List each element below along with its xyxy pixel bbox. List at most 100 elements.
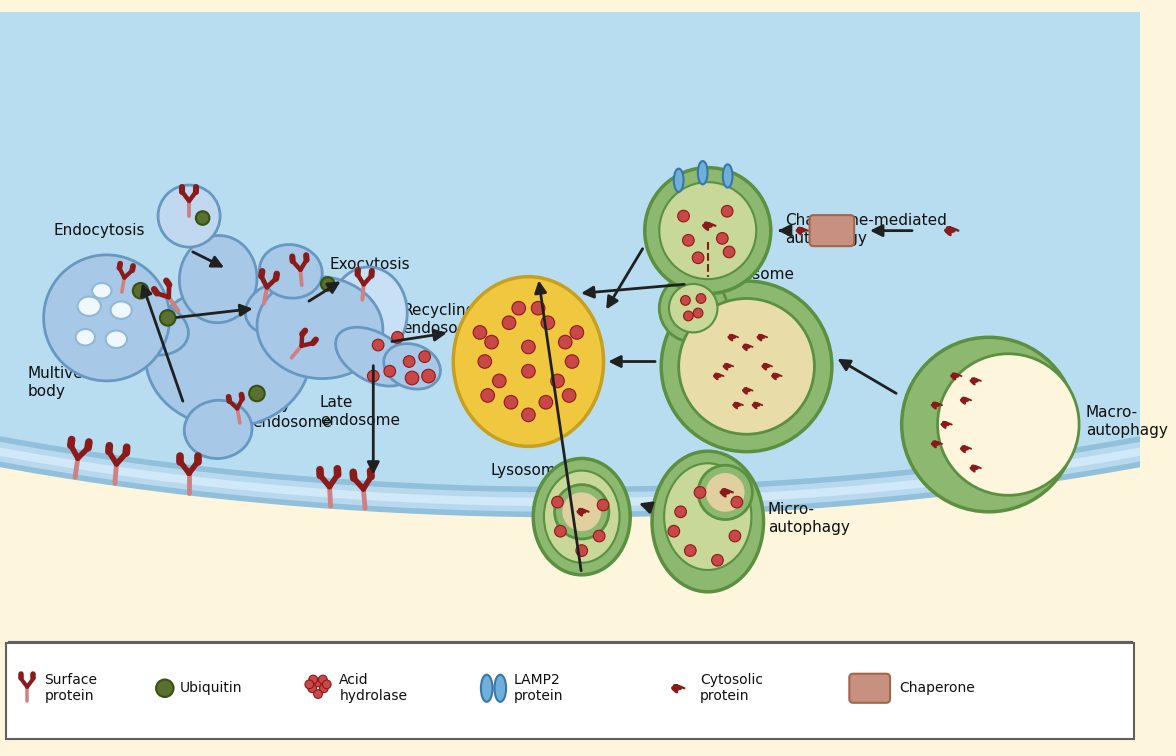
- Circle shape: [505, 395, 517, 409]
- Circle shape: [539, 395, 553, 409]
- Circle shape: [902, 337, 1076, 512]
- Circle shape: [493, 374, 506, 388]
- Circle shape: [694, 487, 706, 498]
- Circle shape: [597, 499, 609, 511]
- Circle shape: [681, 296, 690, 305]
- Circle shape: [314, 678, 322, 686]
- Circle shape: [729, 530, 741, 542]
- Circle shape: [731, 496, 743, 508]
- Circle shape: [477, 355, 492, 368]
- Circle shape: [668, 525, 680, 537]
- Circle shape: [541, 316, 555, 330]
- Ellipse shape: [78, 296, 101, 316]
- Text: Autophagosome: Autophagosome: [669, 268, 795, 283]
- Circle shape: [322, 680, 332, 689]
- Circle shape: [675, 506, 687, 518]
- Circle shape: [373, 339, 383, 351]
- Circle shape: [552, 496, 563, 508]
- Text: Ubiquitin: Ubiquitin: [180, 681, 242, 696]
- Ellipse shape: [383, 343, 440, 389]
- Circle shape: [383, 365, 395, 377]
- Text: Multivesicular
body: Multivesicular body: [27, 367, 133, 398]
- Text: Late
endosome: Late endosome: [320, 395, 400, 428]
- Ellipse shape: [453, 277, 603, 446]
- Ellipse shape: [112, 300, 188, 355]
- Ellipse shape: [481, 674, 493, 702]
- FancyBboxPatch shape: [0, 11, 1141, 745]
- Circle shape: [679, 299, 815, 434]
- Circle shape: [644, 168, 770, 293]
- Circle shape: [133, 283, 148, 299]
- Circle shape: [711, 554, 723, 566]
- Text: Chaperone: Chaperone: [898, 681, 975, 696]
- Circle shape: [160, 310, 175, 326]
- Circle shape: [367, 370, 379, 382]
- Text: Chaperone-mediated
autophagy: Chaperone-mediated autophagy: [786, 213, 947, 246]
- Circle shape: [512, 302, 526, 315]
- Circle shape: [684, 545, 696, 556]
- Ellipse shape: [146, 287, 310, 427]
- Circle shape: [559, 336, 572, 349]
- Ellipse shape: [544, 470, 620, 562]
- Text: Exocytosis: Exocytosis: [329, 257, 410, 272]
- Ellipse shape: [335, 327, 410, 386]
- Circle shape: [44, 255, 169, 381]
- Ellipse shape: [260, 244, 322, 298]
- Ellipse shape: [494, 674, 506, 702]
- FancyBboxPatch shape: [849, 674, 890, 703]
- Ellipse shape: [111, 302, 132, 319]
- Circle shape: [594, 530, 604, 542]
- Polygon shape: [0, 11, 1176, 502]
- Circle shape: [660, 274, 727, 342]
- Text: Surface
protein: Surface protein: [45, 673, 98, 703]
- Ellipse shape: [329, 267, 407, 359]
- Circle shape: [158, 185, 220, 247]
- Ellipse shape: [723, 164, 733, 187]
- Circle shape: [522, 408, 535, 422]
- Circle shape: [562, 389, 576, 402]
- Ellipse shape: [75, 329, 95, 345]
- Circle shape: [693, 252, 704, 264]
- Circle shape: [555, 485, 609, 539]
- Circle shape: [419, 351, 430, 362]
- Circle shape: [403, 356, 415, 367]
- Ellipse shape: [674, 169, 683, 192]
- Text: Cytosolic
protein: Cytosolic protein: [700, 673, 763, 703]
- Circle shape: [320, 684, 328, 692]
- Text: Endocytosis: Endocytosis: [53, 223, 145, 238]
- Circle shape: [693, 308, 703, 318]
- Text: Recycling
endosome: Recycling endosome: [402, 303, 482, 336]
- Ellipse shape: [664, 463, 751, 570]
- Text: Early
endosome: Early endosome: [252, 398, 332, 430]
- Circle shape: [677, 210, 689, 222]
- Circle shape: [669, 284, 717, 333]
- Ellipse shape: [697, 161, 708, 184]
- Circle shape: [305, 680, 314, 689]
- Text: Lysosome: Lysosome: [490, 463, 566, 479]
- FancyBboxPatch shape: [809, 215, 854, 246]
- Circle shape: [196, 211, 209, 225]
- Circle shape: [422, 369, 435, 383]
- Circle shape: [314, 689, 322, 699]
- Circle shape: [937, 354, 1080, 495]
- Ellipse shape: [533, 458, 630, 575]
- Ellipse shape: [106, 330, 127, 348]
- Circle shape: [550, 374, 564, 388]
- Ellipse shape: [258, 277, 383, 379]
- Circle shape: [570, 326, 583, 339]
- Circle shape: [562, 492, 601, 531]
- Text: Macro-
autophagy: Macro- autophagy: [1085, 405, 1168, 438]
- Circle shape: [699, 465, 753, 519]
- Circle shape: [723, 246, 735, 258]
- Circle shape: [566, 355, 579, 368]
- Circle shape: [522, 364, 535, 378]
- Ellipse shape: [92, 283, 112, 299]
- Text: Acid
hydrolase: Acid hydrolase: [340, 673, 407, 703]
- Circle shape: [406, 371, 419, 385]
- Circle shape: [522, 340, 535, 354]
- FancyBboxPatch shape: [6, 643, 1135, 739]
- Circle shape: [532, 302, 544, 315]
- Circle shape: [683, 311, 693, 321]
- Circle shape: [661, 281, 831, 451]
- Circle shape: [473, 326, 487, 339]
